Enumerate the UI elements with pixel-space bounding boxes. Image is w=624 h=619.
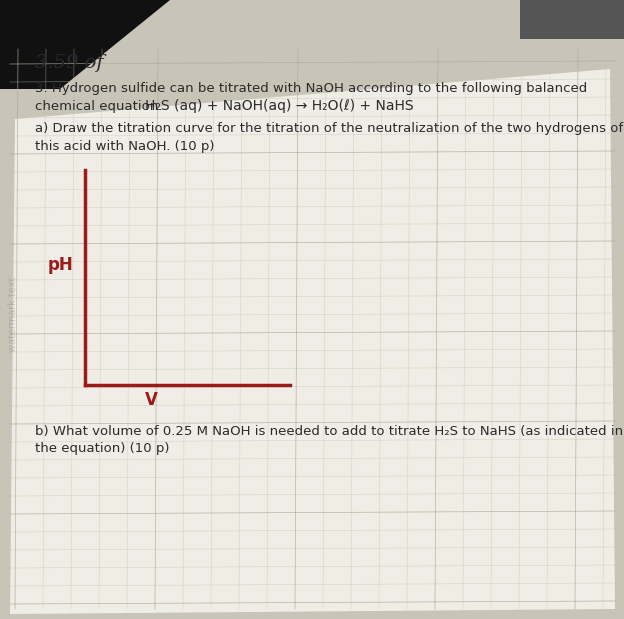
Text: 3. Hydrogen sulfide can be titrated with NaOH according to the following balance: 3. Hydrogen sulfide can be titrated with… [35, 82, 587, 95]
Text: pH: pH [48, 256, 74, 274]
Text: V: V [145, 391, 158, 409]
Polygon shape [10, 69, 615, 614]
Text: H₂S (aq) + NaOH(aq) → H₂O(ℓ) + NaHS: H₂S (aq) + NaOH(aq) → H₂O(ℓ) + NaHS [145, 99, 414, 113]
Text: 3.59 of: 3.59 of [35, 54, 104, 72]
Text: this acid with NaOH. (10 p): this acid with NaOH. (10 p) [35, 140, 215, 153]
Polygon shape [520, 0, 624, 39]
Polygon shape [0, 0, 170, 89]
Text: chemical equation.: chemical equation. [35, 100, 162, 113]
Text: a) Draw the titration curve for the titration of the neutralization of the two h: a) Draw the titration curve for the titr… [35, 122, 623, 135]
Text: watermark text: watermark text [8, 277, 18, 352]
Text: b) What volume of 0.25 M NaOH is needed to add to titrate H₂S to NaHS (as indica: b) What volume of 0.25 M NaOH is needed … [35, 425, 623, 438]
Text: the equation) (10 p): the equation) (10 p) [35, 442, 170, 455]
